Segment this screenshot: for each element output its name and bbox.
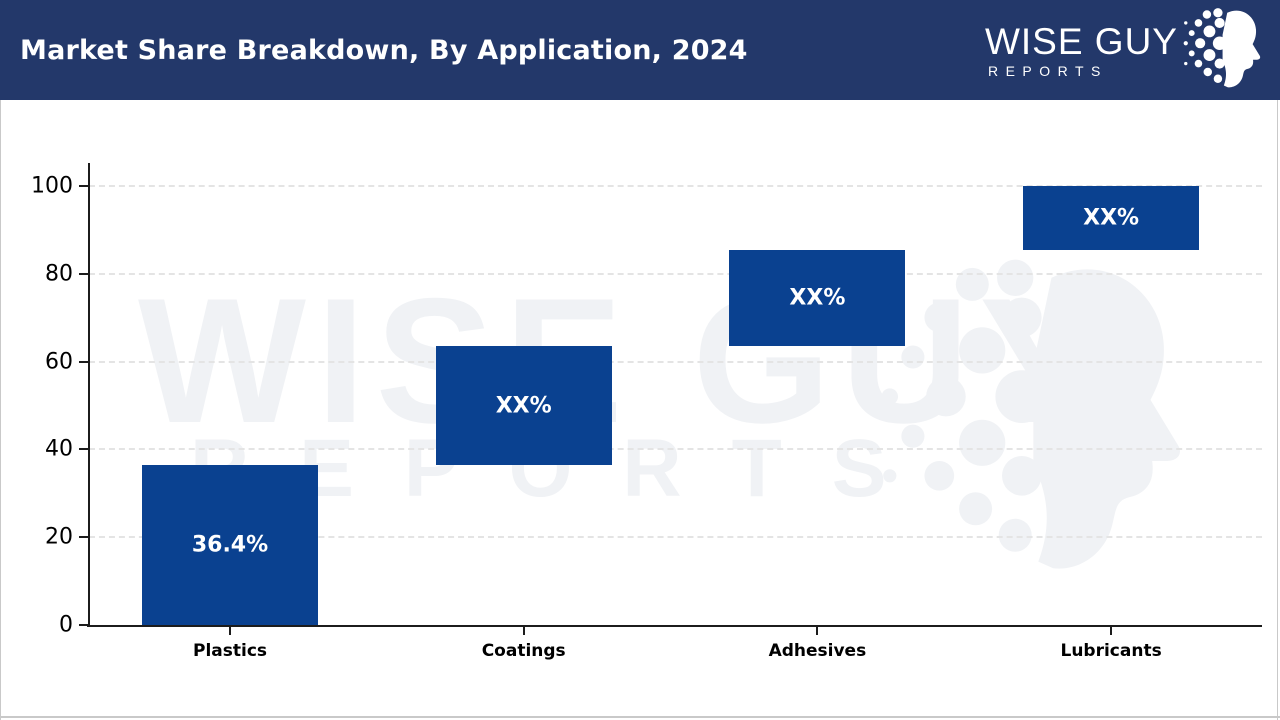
bar-value-label: 36.4%	[191, 532, 269, 558]
y-tick-mark	[79, 448, 88, 451]
brand-subname: REPORTS	[987, 62, 1108, 79]
bar-lubricants	[1023, 186, 1200, 251]
y-tick-mark	[79, 624, 88, 626]
bar-value-label: XX%	[789, 285, 846, 311]
y-tick-label: 0	[59, 612, 73, 638]
brand-wordmark: WISE GUY REPORTS	[985, 23, 1178, 78]
waterfall-chart: 0 20 40 60 80 100 36.4% Plastics XX% Coatings XX% A…	[0, 100, 1280, 720]
gridline	[89, 272, 1262, 275]
x-tick-mark	[1110, 627, 1113, 635]
y-tick-mark	[79, 360, 88, 363]
x-axis-spine	[87, 625, 1262, 627]
x-axis-label: Lubricants	[1060, 641, 1162, 661]
bar-value-label: XX%	[1083, 205, 1140, 231]
x-axis-label: Plastics	[192, 641, 268, 661]
y-tick-mark	[79, 536, 88, 539]
page-bottom-border	[0, 716, 1280, 718]
x-tick-mark	[229, 627, 231, 635]
x-axis-label: Adhesives	[768, 641, 867, 661]
chart-title: Market Share Breakdown, By Application, …	[20, 34, 748, 66]
y-tick-mark	[79, 272, 88, 275]
y-tick-label: 20	[45, 524, 73, 550]
x-axis-label: Coatings	[481, 641, 566, 661]
brand-logo: WISE GUY REPORTS	[985, 0, 1280, 100]
y-tick-label: 100	[31, 173, 73, 199]
bar-coatings	[435, 346, 612, 466]
gridline	[89, 185, 1262, 187]
y-axis-spine	[88, 163, 90, 627]
brand-name: WISE GUY	[984, 20, 1178, 62]
y-tick-mark	[79, 185, 88, 187]
page-right-border	[1277, 100, 1278, 720]
page-left-border	[0, 100, 1, 720]
gridline	[89, 536, 1262, 539]
y-tick-label: 40	[45, 436, 73, 462]
bar-adhesives	[729, 250, 906, 347]
gridline	[89, 448, 1262, 451]
y-tick-label: 60	[45, 349, 73, 375]
x-tick-mark	[522, 627, 525, 635]
header-bar: Market Share Breakdown, By Application, …	[0, 0, 1280, 100]
dot-head-logo-icon	[1183, 8, 1261, 88]
gridline	[89, 360, 1262, 363]
bar-plastics	[142, 465, 318, 625]
y-tick-label: 80	[45, 261, 73, 287]
bar-value-label: XX%	[495, 393, 552, 419]
watermark-text-primary: WISE GUY	[138, 261, 1109, 460]
x-tick-mark	[816, 627, 819, 635]
